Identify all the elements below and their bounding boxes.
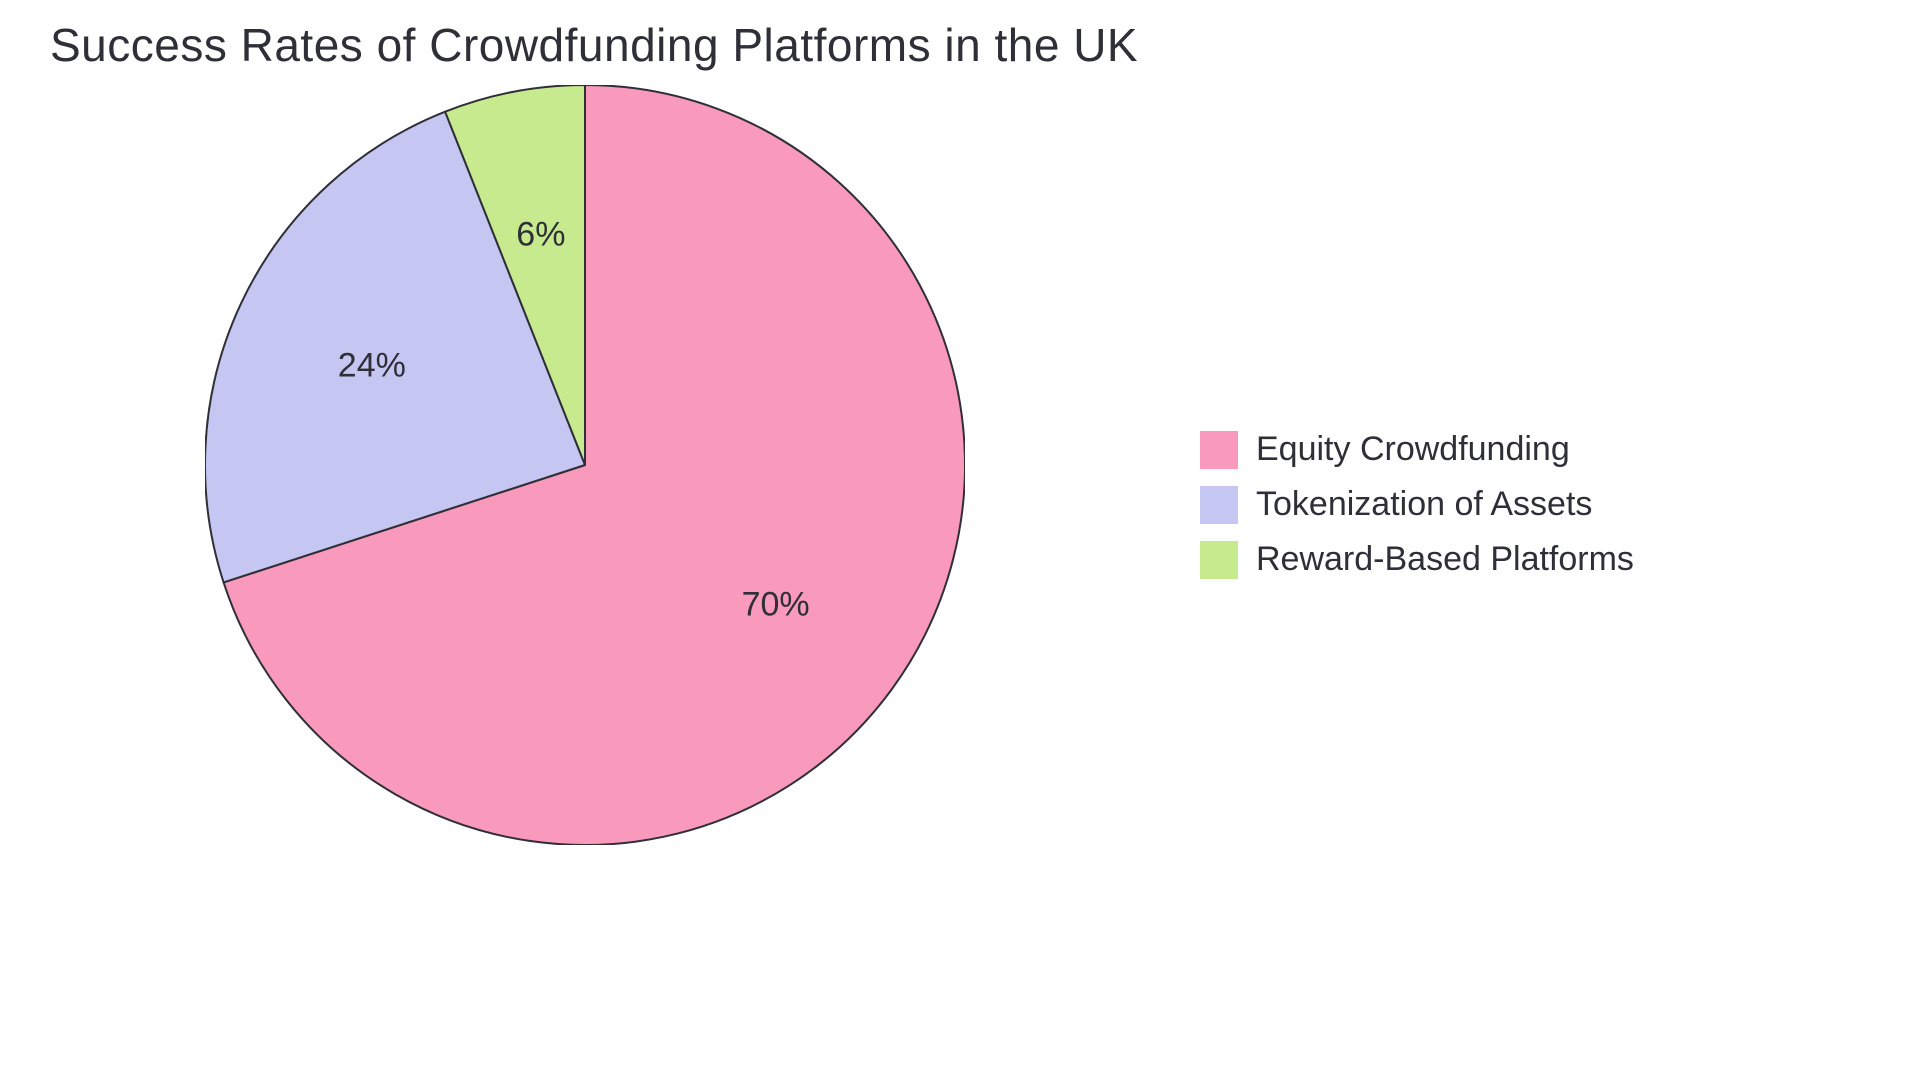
legend-item: Reward-Based Platforms: [1200, 540, 1634, 579]
legend-label: Reward-Based Platforms: [1256, 540, 1634, 579]
legend-swatch: [1200, 431, 1238, 469]
legend-label: Equity Crowdfunding: [1256, 430, 1570, 469]
chart-title: Success Rates of Crowdfunding Platforms …: [50, 18, 1138, 72]
pie-slice-label: 70%: [742, 585, 810, 623]
legend: Equity Crowdfunding Tokenization of Asset…: [1200, 430, 1634, 595]
pie-chart: 70% 24% 6%: [205, 85, 965, 845]
legend-item: Tokenization of Assets: [1200, 485, 1634, 524]
chart-container: Success Rates of Crowdfunding Platforms …: [0, 0, 1920, 1083]
legend-item: Equity Crowdfunding: [1200, 430, 1634, 469]
legend-label: Tokenization of Assets: [1256, 485, 1592, 524]
pie-slice-label: 6%: [516, 215, 565, 253]
legend-swatch: [1200, 486, 1238, 524]
pie-slice-label: 24%: [338, 347, 406, 385]
legend-swatch: [1200, 541, 1238, 579]
